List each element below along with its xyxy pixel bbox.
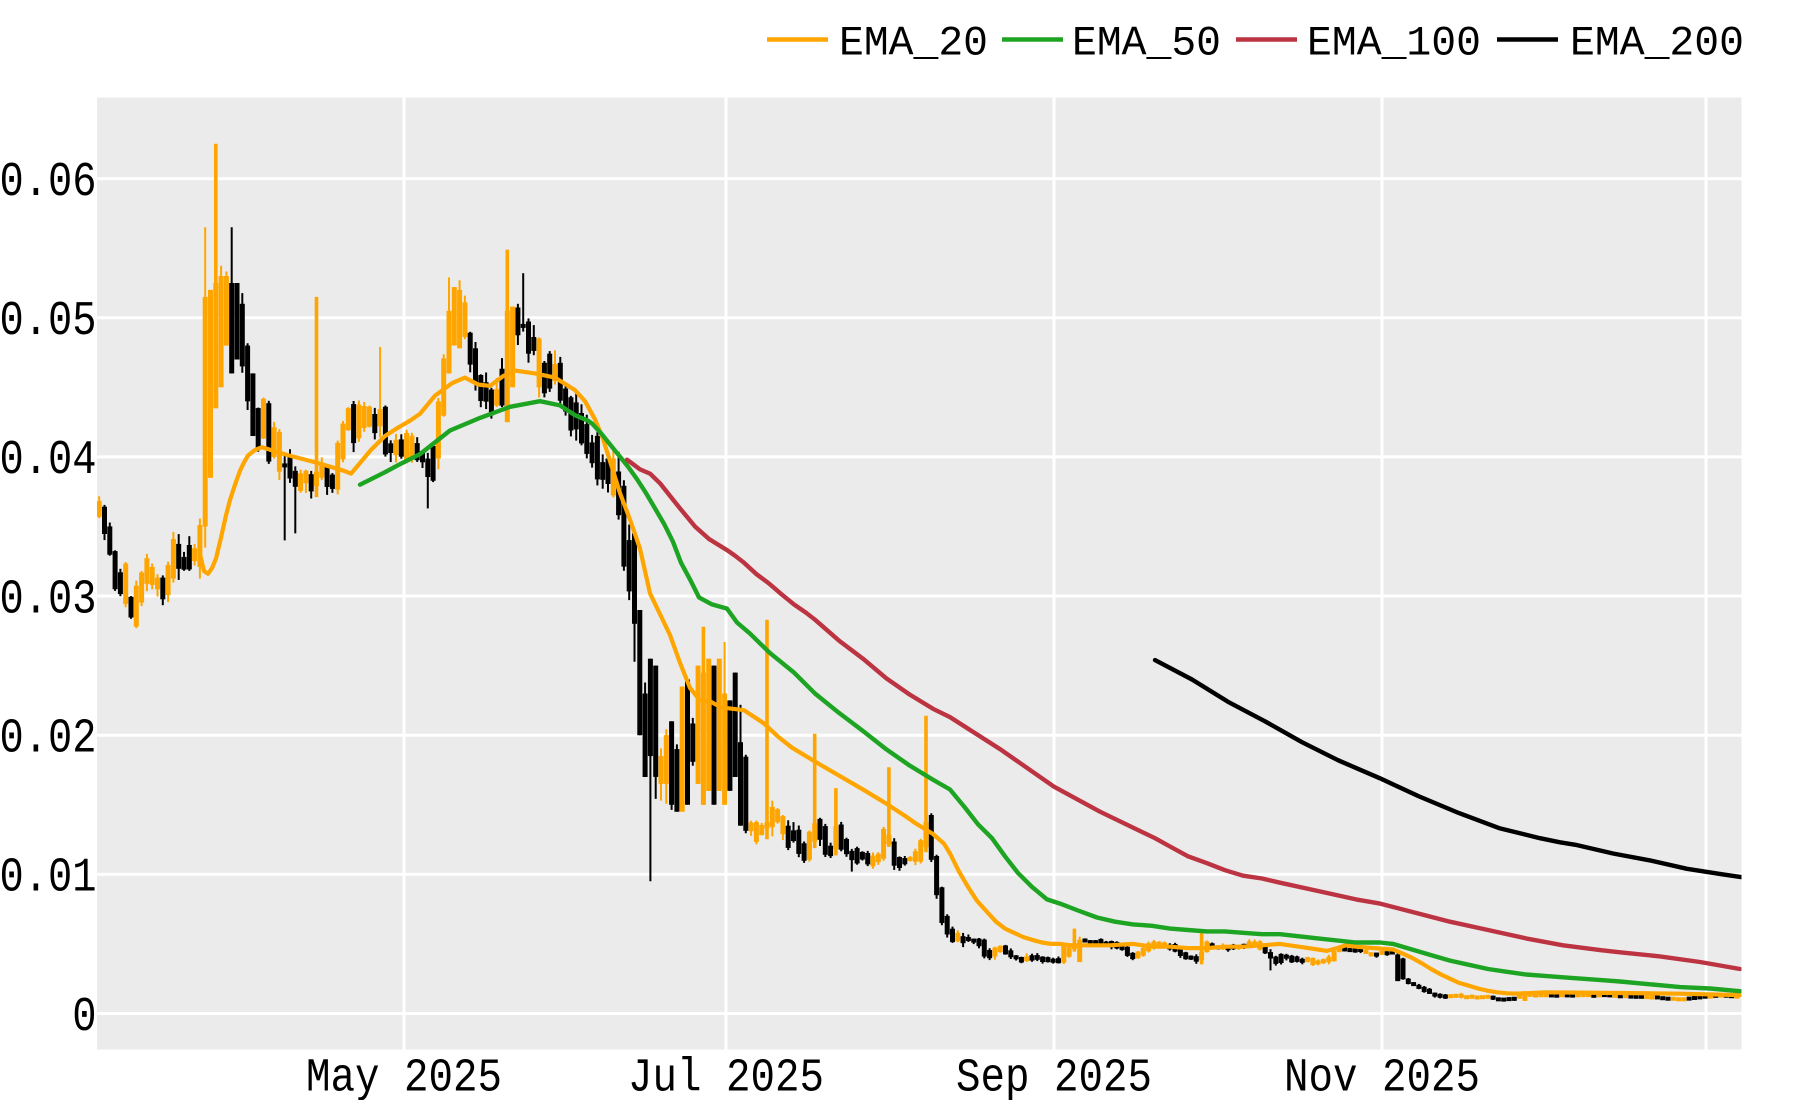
svg-text:EMA_50: EMA_50 [1072, 20, 1221, 68]
svg-text:0.03: 0.03 [0, 573, 97, 627]
svg-text:0.05: 0.05 [0, 295, 97, 349]
svg-text:Nov 2025: Nov 2025 [1284, 1053, 1480, 1101]
svg-text:0.02: 0.02 [0, 713, 97, 767]
svg-text:EMA_200: EMA_200 [1570, 20, 1744, 68]
svg-text:EMA_20: EMA_20 [839, 20, 988, 68]
svg-text:0.04: 0.04 [0, 434, 97, 488]
svg-text:Jul 2025: Jul 2025 [628, 1053, 824, 1101]
svg-text:Sep 2025: Sep 2025 [956, 1053, 1152, 1101]
svg-text:0.06: 0.06 [0, 156, 97, 210]
svg-text:0.01: 0.01 [0, 852, 97, 906]
svg-text:May 2025: May 2025 [306, 1053, 502, 1101]
svg-text:EMA_100: EMA_100 [1307, 20, 1481, 68]
svg-text:0: 0 [72, 991, 96, 1045]
